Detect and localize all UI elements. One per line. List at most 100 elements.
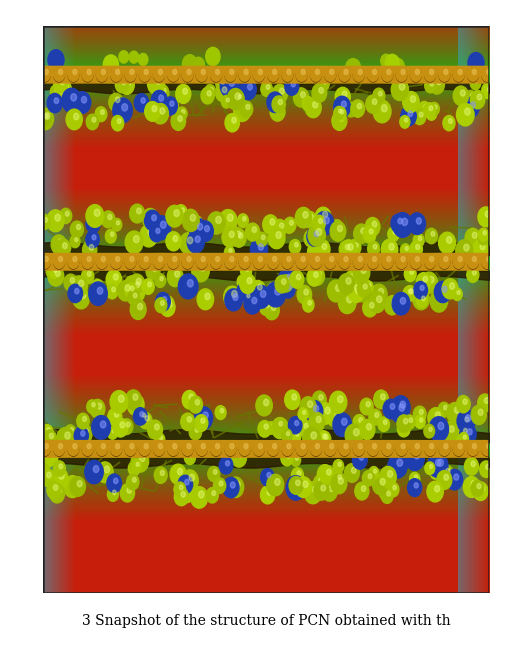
Circle shape xyxy=(130,459,140,472)
Circle shape xyxy=(197,221,213,242)
Circle shape xyxy=(232,117,236,123)
Circle shape xyxy=(261,469,275,486)
Circle shape xyxy=(430,82,434,86)
Circle shape xyxy=(381,441,393,456)
Circle shape xyxy=(129,274,145,294)
Circle shape xyxy=(237,283,252,301)
Circle shape xyxy=(85,460,103,483)
Circle shape xyxy=(297,285,312,304)
Circle shape xyxy=(252,297,257,304)
Circle shape xyxy=(70,428,73,432)
Circle shape xyxy=(336,284,341,292)
Circle shape xyxy=(134,464,137,469)
Circle shape xyxy=(73,288,89,309)
Circle shape xyxy=(128,461,140,476)
Circle shape xyxy=(258,421,271,437)
Circle shape xyxy=(334,97,351,117)
Circle shape xyxy=(239,67,250,81)
Circle shape xyxy=(361,267,366,273)
Circle shape xyxy=(93,219,97,224)
Circle shape xyxy=(429,427,433,432)
Circle shape xyxy=(295,421,298,426)
FancyBboxPatch shape xyxy=(43,441,489,457)
Circle shape xyxy=(110,391,128,413)
Circle shape xyxy=(86,214,100,233)
Circle shape xyxy=(289,223,292,227)
Circle shape xyxy=(373,88,385,104)
Circle shape xyxy=(125,255,136,269)
Circle shape xyxy=(144,444,148,449)
Circle shape xyxy=(279,421,282,426)
Circle shape xyxy=(399,83,405,90)
Circle shape xyxy=(334,106,344,119)
Circle shape xyxy=(55,214,61,221)
Circle shape xyxy=(307,401,313,408)
Circle shape xyxy=(413,289,429,310)
Circle shape xyxy=(275,275,289,293)
Circle shape xyxy=(268,441,279,456)
Circle shape xyxy=(392,299,396,306)
Circle shape xyxy=(369,229,373,234)
Circle shape xyxy=(173,236,178,242)
Circle shape xyxy=(439,68,450,82)
Circle shape xyxy=(339,443,350,456)
Circle shape xyxy=(353,415,365,430)
Circle shape xyxy=(196,254,207,268)
Circle shape xyxy=(403,419,408,424)
Circle shape xyxy=(303,211,308,218)
Circle shape xyxy=(319,478,322,482)
Circle shape xyxy=(125,441,136,456)
Circle shape xyxy=(96,67,107,81)
Circle shape xyxy=(419,101,430,116)
Circle shape xyxy=(358,444,362,449)
Circle shape xyxy=(155,292,170,311)
Circle shape xyxy=(96,441,107,456)
Circle shape xyxy=(296,274,301,280)
Circle shape xyxy=(386,486,390,492)
Circle shape xyxy=(297,480,307,492)
Circle shape xyxy=(189,218,207,240)
Circle shape xyxy=(92,235,96,240)
Circle shape xyxy=(236,231,241,237)
Circle shape xyxy=(45,452,50,459)
Circle shape xyxy=(450,283,455,289)
Circle shape xyxy=(368,283,371,287)
Circle shape xyxy=(145,416,149,421)
Circle shape xyxy=(304,423,308,428)
Circle shape xyxy=(268,254,279,268)
Circle shape xyxy=(410,289,413,294)
Circle shape xyxy=(329,391,347,413)
Circle shape xyxy=(296,67,307,81)
Circle shape xyxy=(189,424,202,440)
Circle shape xyxy=(344,444,348,449)
Circle shape xyxy=(346,278,351,284)
Circle shape xyxy=(381,67,393,81)
Circle shape xyxy=(397,415,411,432)
Circle shape xyxy=(330,222,346,241)
Circle shape xyxy=(153,441,164,456)
Circle shape xyxy=(345,244,350,249)
Circle shape xyxy=(97,283,101,287)
Circle shape xyxy=(366,402,370,407)
Circle shape xyxy=(253,441,264,456)
Circle shape xyxy=(331,474,347,494)
Circle shape xyxy=(429,106,433,111)
Circle shape xyxy=(174,210,179,216)
Circle shape xyxy=(82,67,93,81)
Circle shape xyxy=(438,422,444,430)
Circle shape xyxy=(133,293,137,298)
Circle shape xyxy=(482,83,494,98)
Circle shape xyxy=(182,391,197,409)
Circle shape xyxy=(195,427,199,432)
Circle shape xyxy=(168,68,179,82)
Circle shape xyxy=(132,478,136,482)
Circle shape xyxy=(278,99,282,105)
Circle shape xyxy=(425,443,436,456)
Circle shape xyxy=(111,255,121,269)
Circle shape xyxy=(302,97,314,111)
Circle shape xyxy=(207,212,225,234)
Circle shape xyxy=(451,420,468,442)
Circle shape xyxy=(310,233,314,238)
Circle shape xyxy=(219,209,237,232)
Circle shape xyxy=(65,211,69,216)
